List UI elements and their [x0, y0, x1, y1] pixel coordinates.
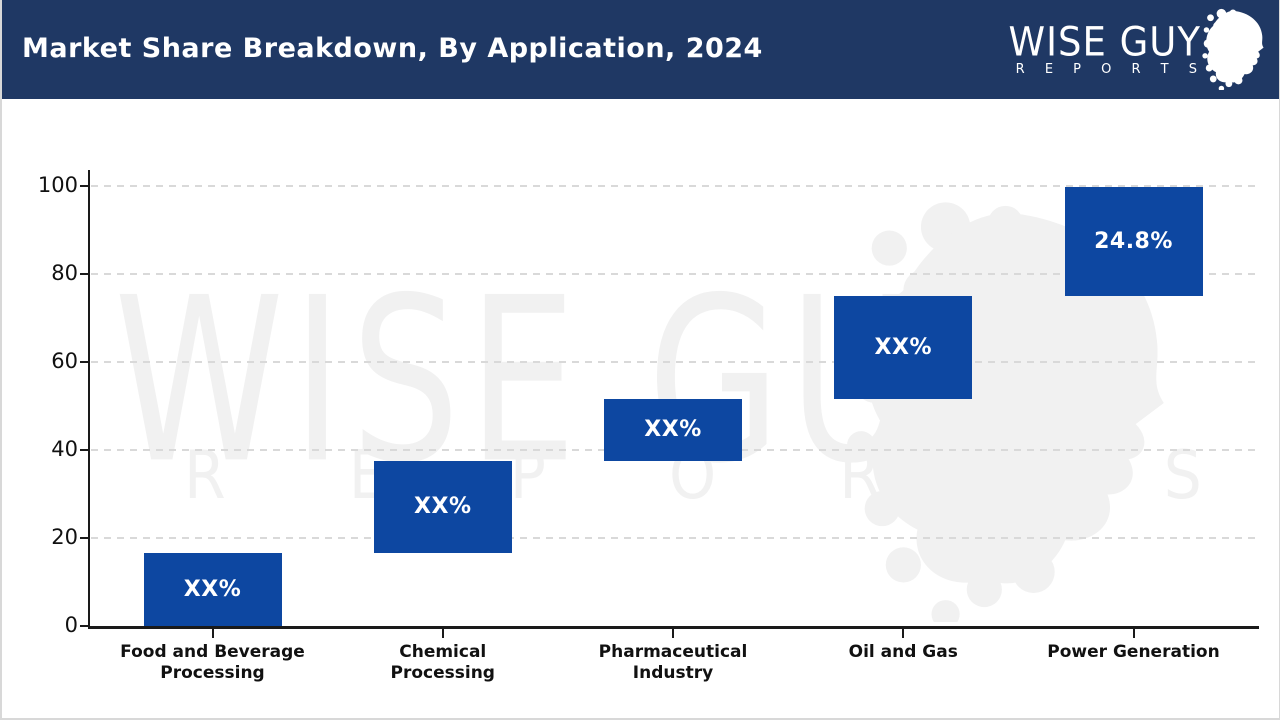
category-label: Oil and Gas: [848, 642, 958, 662]
y-tick-label: 60: [51, 349, 78, 373]
bar-value-label: 24.8%: [1094, 228, 1173, 254]
bar-value-label: XX%: [644, 417, 702, 443]
bar-segment: XX%: [834, 296, 973, 399]
gridline-80: [91, 273, 1258, 275]
category-label: Power Generation: [1047, 642, 1220, 662]
y-tick-20: [80, 537, 89, 539]
bar-segment: XX%: [373, 460, 512, 553]
gridline-20: [91, 537, 1258, 539]
y-axis-line: [88, 170, 90, 629]
y-tick-label: 100: [37, 173, 78, 197]
bar-value-label: XX%: [874, 334, 932, 360]
x-tick: [902, 629, 905, 638]
bar-value-label: XX%: [414, 494, 472, 520]
category-label: Chemical Processing: [390, 642, 495, 684]
bar-segment: XX%: [604, 398, 742, 461]
bar-value-label: XX%: [183, 576, 242, 602]
gridline-60: [91, 361, 1258, 363]
y-tick-80: [80, 273, 89, 275]
y-tick-label: 40: [51, 437, 78, 461]
category-label: Food and Beverage Processing: [120, 642, 305, 684]
bar-segment: 24.8%: [1064, 186, 1203, 296]
gridline-100: [91, 185, 1258, 187]
category-label: Pharmaceutical Industry: [598, 642, 748, 684]
x-tick: [441, 629, 444, 638]
logo-wordmark: WISE GUY: [1008, 18, 1201, 66]
y-tick-label: 0: [64, 613, 78, 637]
x-tick: [1132, 629, 1135, 638]
x-tick: [211, 629, 214, 638]
y-tick-0: [80, 625, 89, 627]
x-axis-line: [88, 626, 1259, 629]
report-header: Market Share Breakdown, By Application, …: [2, 0, 1279, 99]
logo-sub-wordmark: R E P O R T S: [1015, 62, 1205, 77]
y-tick-label: 20: [51, 525, 78, 549]
x-tick: [672, 629, 674, 638]
y-tick-100: [80, 185, 89, 187]
waterfall-chart: 0 20 40 60 80 100 XX% Food and Beverage Process…: [2, 99, 1279, 718]
y-tick-label: 80: [51, 261, 78, 285]
y-tick-60: [80, 361, 89, 363]
page-title: Market Share Breakdown, By Application, …: [22, 33, 763, 64]
face-profile-icon: [1202, 8, 1264, 90]
wise-guy-logo: WISE GUY R E P O R T S: [1008, 0, 1271, 99]
y-tick-40: [80, 449, 89, 451]
bar-segment: XX%: [143, 552, 282, 626]
